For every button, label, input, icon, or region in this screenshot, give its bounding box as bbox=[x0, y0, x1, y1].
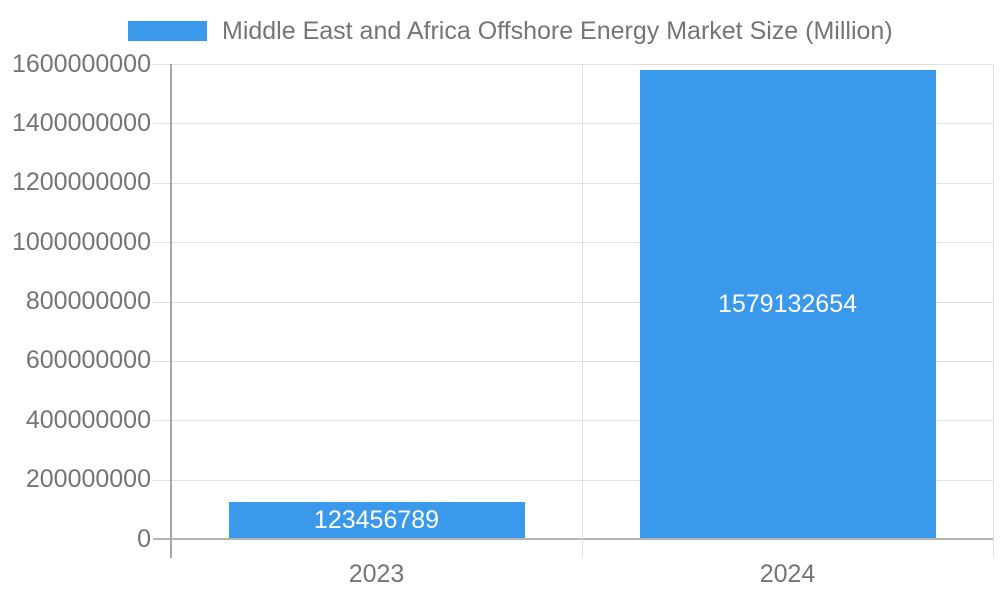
y-gridline bbox=[153, 182, 993, 184]
x-axis-baseline bbox=[153, 538, 993, 540]
chart-title: Middle East and Africa Offshore Energy M… bbox=[222, 17, 893, 45]
y-gridline bbox=[153, 123, 993, 125]
y-axis-tick-label: 1400000000 bbox=[11, 108, 151, 137]
y-axis-tick-label: 0 bbox=[137, 524, 151, 553]
y-axis-tick-label: 1000000000 bbox=[11, 227, 151, 256]
y-gridline bbox=[153, 360, 993, 362]
bar-value-label: 1579132654 bbox=[717, 290, 858, 319]
y-axis-line bbox=[170, 64, 172, 558]
bar bbox=[228, 502, 525, 538]
legend: Middle East and Africa Offshore Energy M… bbox=[128, 17, 893, 45]
y-axis-tick-label: 400000000 bbox=[25, 405, 151, 434]
y-axis-tick-label: 600000000 bbox=[25, 346, 151, 375]
bar-value-label: 123456789 bbox=[313, 506, 440, 535]
y-gridline bbox=[153, 64, 993, 65]
bar bbox=[639, 70, 936, 538]
y-axis-tick-label: 1600000000 bbox=[11, 49, 151, 78]
y-axis-tick-label: 1200000000 bbox=[11, 168, 151, 197]
y-axis-tick-label: 200000000 bbox=[25, 465, 151, 494]
x-axis-tick-label: 2024 bbox=[759, 560, 816, 588]
y-gridline bbox=[153, 242, 993, 244]
x-axis-tick-label: 2023 bbox=[348, 560, 405, 588]
y-gridline bbox=[153, 479, 993, 481]
y-gridline bbox=[153, 420, 993, 422]
y-axis-tick-label: 800000000 bbox=[25, 287, 151, 315]
x-gridline bbox=[582, 64, 583, 558]
y-gridline bbox=[153, 301, 993, 303]
x-gridline bbox=[993, 64, 994, 558]
legend-swatch bbox=[128, 21, 207, 41]
